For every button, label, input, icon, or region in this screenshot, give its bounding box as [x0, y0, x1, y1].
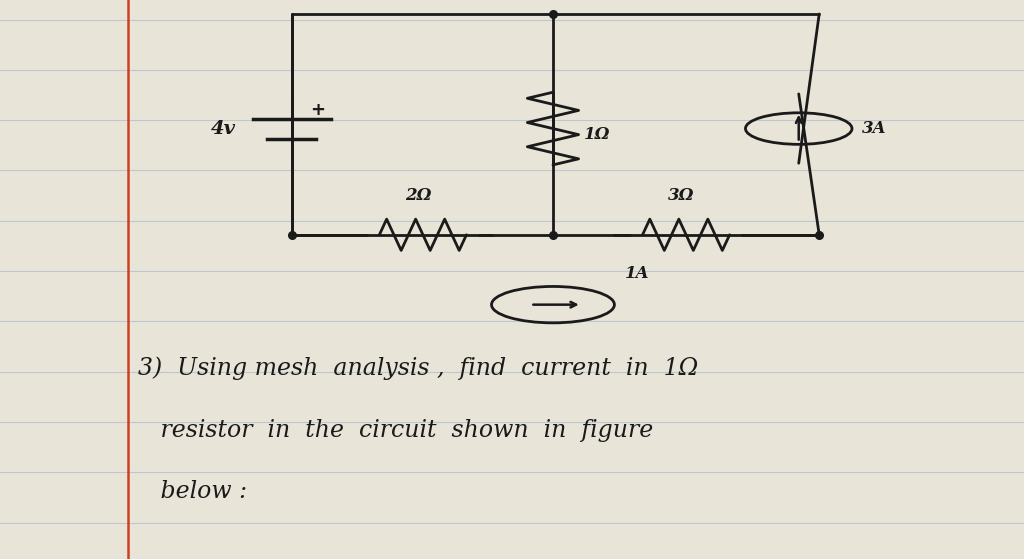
Text: 3Ω: 3Ω [668, 187, 694, 204]
Text: 3A: 3A [862, 120, 887, 137]
Text: 4v: 4v [211, 120, 236, 138]
Text: below :: below : [138, 480, 248, 503]
Text: +: + [310, 101, 326, 119]
Text: resistor  in  the  circuit  shown  in  figure: resistor in the circuit shown in figure [138, 419, 653, 442]
Text: 1A: 1A [625, 266, 649, 282]
Text: 2Ω: 2Ω [404, 187, 431, 204]
Text: 3)  Using mesh  analysis ,  find  current  in  1Ω: 3) Using mesh analysis , find current in… [138, 357, 698, 380]
Text: 1Ω: 1Ω [584, 126, 610, 143]
